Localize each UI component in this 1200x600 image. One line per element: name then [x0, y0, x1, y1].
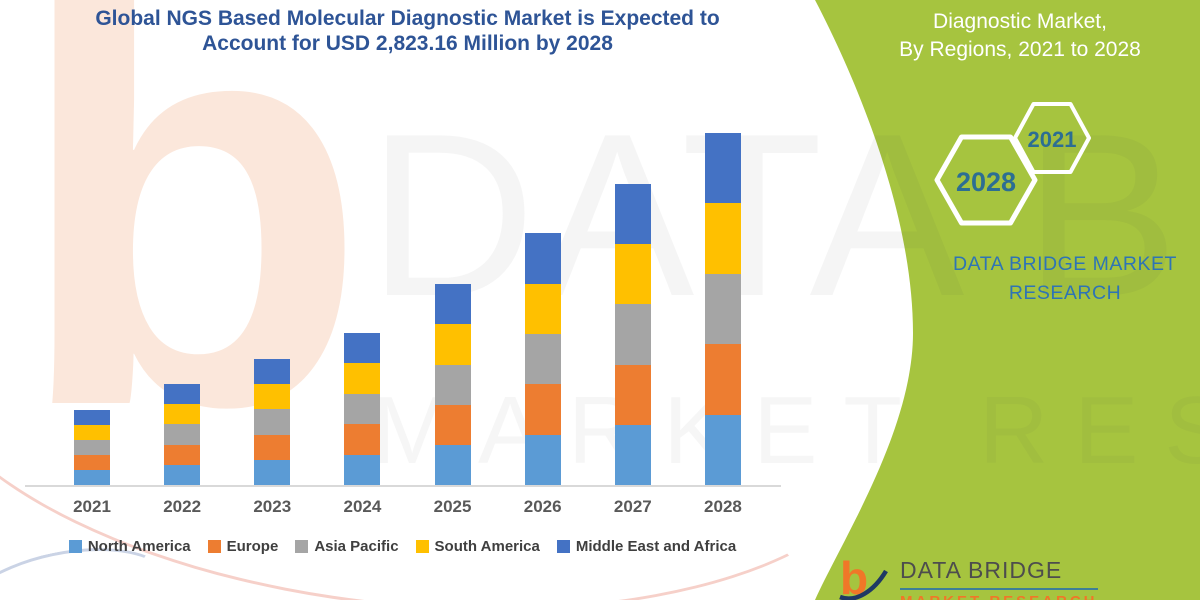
bar-segment: [74, 469, 110, 485]
watermark-databridge-text: DATA BRIDGE: [368, 86, 1200, 345]
bar-2026: [524, 233, 561, 485]
bar-segment: [614, 183, 651, 245]
databridge-logo-icon: b: [839, 556, 888, 600]
bar-segment: [254, 359, 291, 385]
panel-brand-text: DATA BRIDGE MARKET RESEARCH: [945, 250, 1185, 309]
x-axis-line: [25, 485, 781, 487]
hexagon-year-2028: 2028: [955, 167, 1017, 197]
green-panel-shape: [815, 0, 1200, 600]
footer-brand-name: DATA BRIDGE: [900, 556, 1098, 590]
bar-segment: [344, 454, 381, 485]
bar-segment: [614, 424, 651, 485]
legend-item: North America: [68, 538, 191, 555]
x-axis-label: 2025: [433, 497, 472, 516]
panel-heading-line-2: By Regions, 2021 to 2028: [899, 38, 1141, 62]
bar-segment: [74, 424, 110, 440]
bar-segment: [524, 434, 561, 485]
bar-segment: [704, 203, 741, 274]
logo-swoosh-icon: [839, 569, 888, 600]
panel-brand-line-1: DATA BRIDGE MARKET: [953, 253, 1177, 275]
legend-label: North America: [87, 538, 191, 555]
bar-segment: [254, 434, 291, 460]
bar-segment: [254, 409, 291, 435]
bar-segment: [74, 409, 110, 425]
bar-segment: [524, 233, 561, 284]
bar-segment: [434, 324, 471, 365]
bar-segment: [254, 384, 291, 410]
bar-segment: [164, 464, 201, 485]
bar-segment: [164, 384, 201, 405]
footer-logo: b DATA BRIDGE MARKET RESEARCH: [838, 556, 1098, 600]
bar-2028: [704, 133, 741, 485]
x-axis-label: 2028: [704, 497, 742, 516]
legend-swatch-icon: [207, 540, 221, 553]
hexagons-graphic: [934, 102, 1091, 226]
bar-segment: [434, 404, 471, 445]
x-axis-label: 2021: [73, 497, 111, 516]
bar-segment: [614, 364, 651, 425]
bar-segment: [434, 364, 471, 405]
legend-item: South America: [415, 538, 540, 555]
hexagon-year-2021: 2021: [1027, 127, 1077, 152]
bar-segment: [614, 244, 651, 305]
panel-heading-line-1: Diagnostic Market,: [933, 10, 1107, 33]
bar-2021: [74, 409, 110, 485]
legend-label: South America: [434, 538, 540, 555]
bar-2027: [614, 183, 651, 485]
bar-segment: [524, 283, 561, 334]
legend: North America Europe Asia Pacific South Ame…: [20, 538, 785, 555]
bar-segment: [344, 363, 381, 394]
legend-label: Middle East and Africa: [575, 538, 737, 555]
panel-brand-line-2: RESEARCH: [1008, 282, 1122, 305]
bar-segment: [164, 424, 201, 445]
bar-segment: [164, 404, 201, 425]
bar-segment: [524, 333, 561, 385]
bar-2024: [344, 332, 381, 485]
legend-swatch-icon: [415, 540, 429, 553]
page-title-line-2: Account for USD 2,823.16 Million by 2028: [202, 32, 613, 56]
bar-2023: [254, 359, 291, 485]
x-axis-label: 2022: [163, 497, 202, 516]
bar-segment: [704, 414, 741, 485]
bar-segment: [704, 273, 741, 345]
bar-segment: [164, 444, 201, 465]
bar-segment: [434, 284, 471, 325]
bar-segment: [614, 304, 651, 365]
bar-2022: [164, 384, 201, 485]
bar-segment: [344, 393, 381, 425]
bar-segment: [704, 344, 741, 415]
x-axis-label: 2024: [343, 497, 382, 516]
legend-swatch-icon: [295, 540, 309, 553]
bar-segment: [344, 424, 381, 455]
footer-brand-subtitle: MARKET RESEARCH: [900, 593, 1098, 600]
legend-label: Europe: [226, 538, 279, 555]
bar-2025: [434, 284, 471, 485]
watermark-marketresearch-text: MARKET RESEARCH: [372, 377, 1200, 484]
bar-segment: [704, 133, 741, 204]
panel-heading: Diagnostic Market, By Regions, 2021 to 2…: [850, 8, 1190, 65]
bar-segment: [344, 332, 381, 364]
legend-item: Asia Pacific: [295, 538, 399, 555]
bar-segment: [434, 444, 471, 485]
x-axis-label: 2026: [523, 497, 562, 516]
plot-area: 2021 2022 2023 2024 2025 2026 2027 2028: [25, 100, 785, 516]
bar-segment: [524, 384, 561, 435]
page-title-line-1: Global NGS Based Molecular Diagnostic Ma…: [95, 7, 720, 30]
bar-segment: [74, 454, 110, 470]
bar-segment: [74, 439, 110, 455]
x-axis-label: 2027: [613, 497, 652, 516]
hexagon-small-icon: [1013, 102, 1091, 174]
bar-segment: [254, 459, 291, 485]
legend-label: Asia Pacific: [314, 538, 399, 555]
page-title: Global NGS Based Molecular Diagnostic Ma…: [50, 6, 765, 56]
legend-swatch-icon: [68, 540, 82, 553]
hexagon-large-icon: [934, 134, 1038, 226]
legend-item: Europe: [207, 538, 279, 555]
x-axis-label: 2023: [253, 497, 292, 516]
legend-item: Middle East and Africa: [556, 538, 737, 555]
legend-swatch-icon: [556, 540, 570, 553]
